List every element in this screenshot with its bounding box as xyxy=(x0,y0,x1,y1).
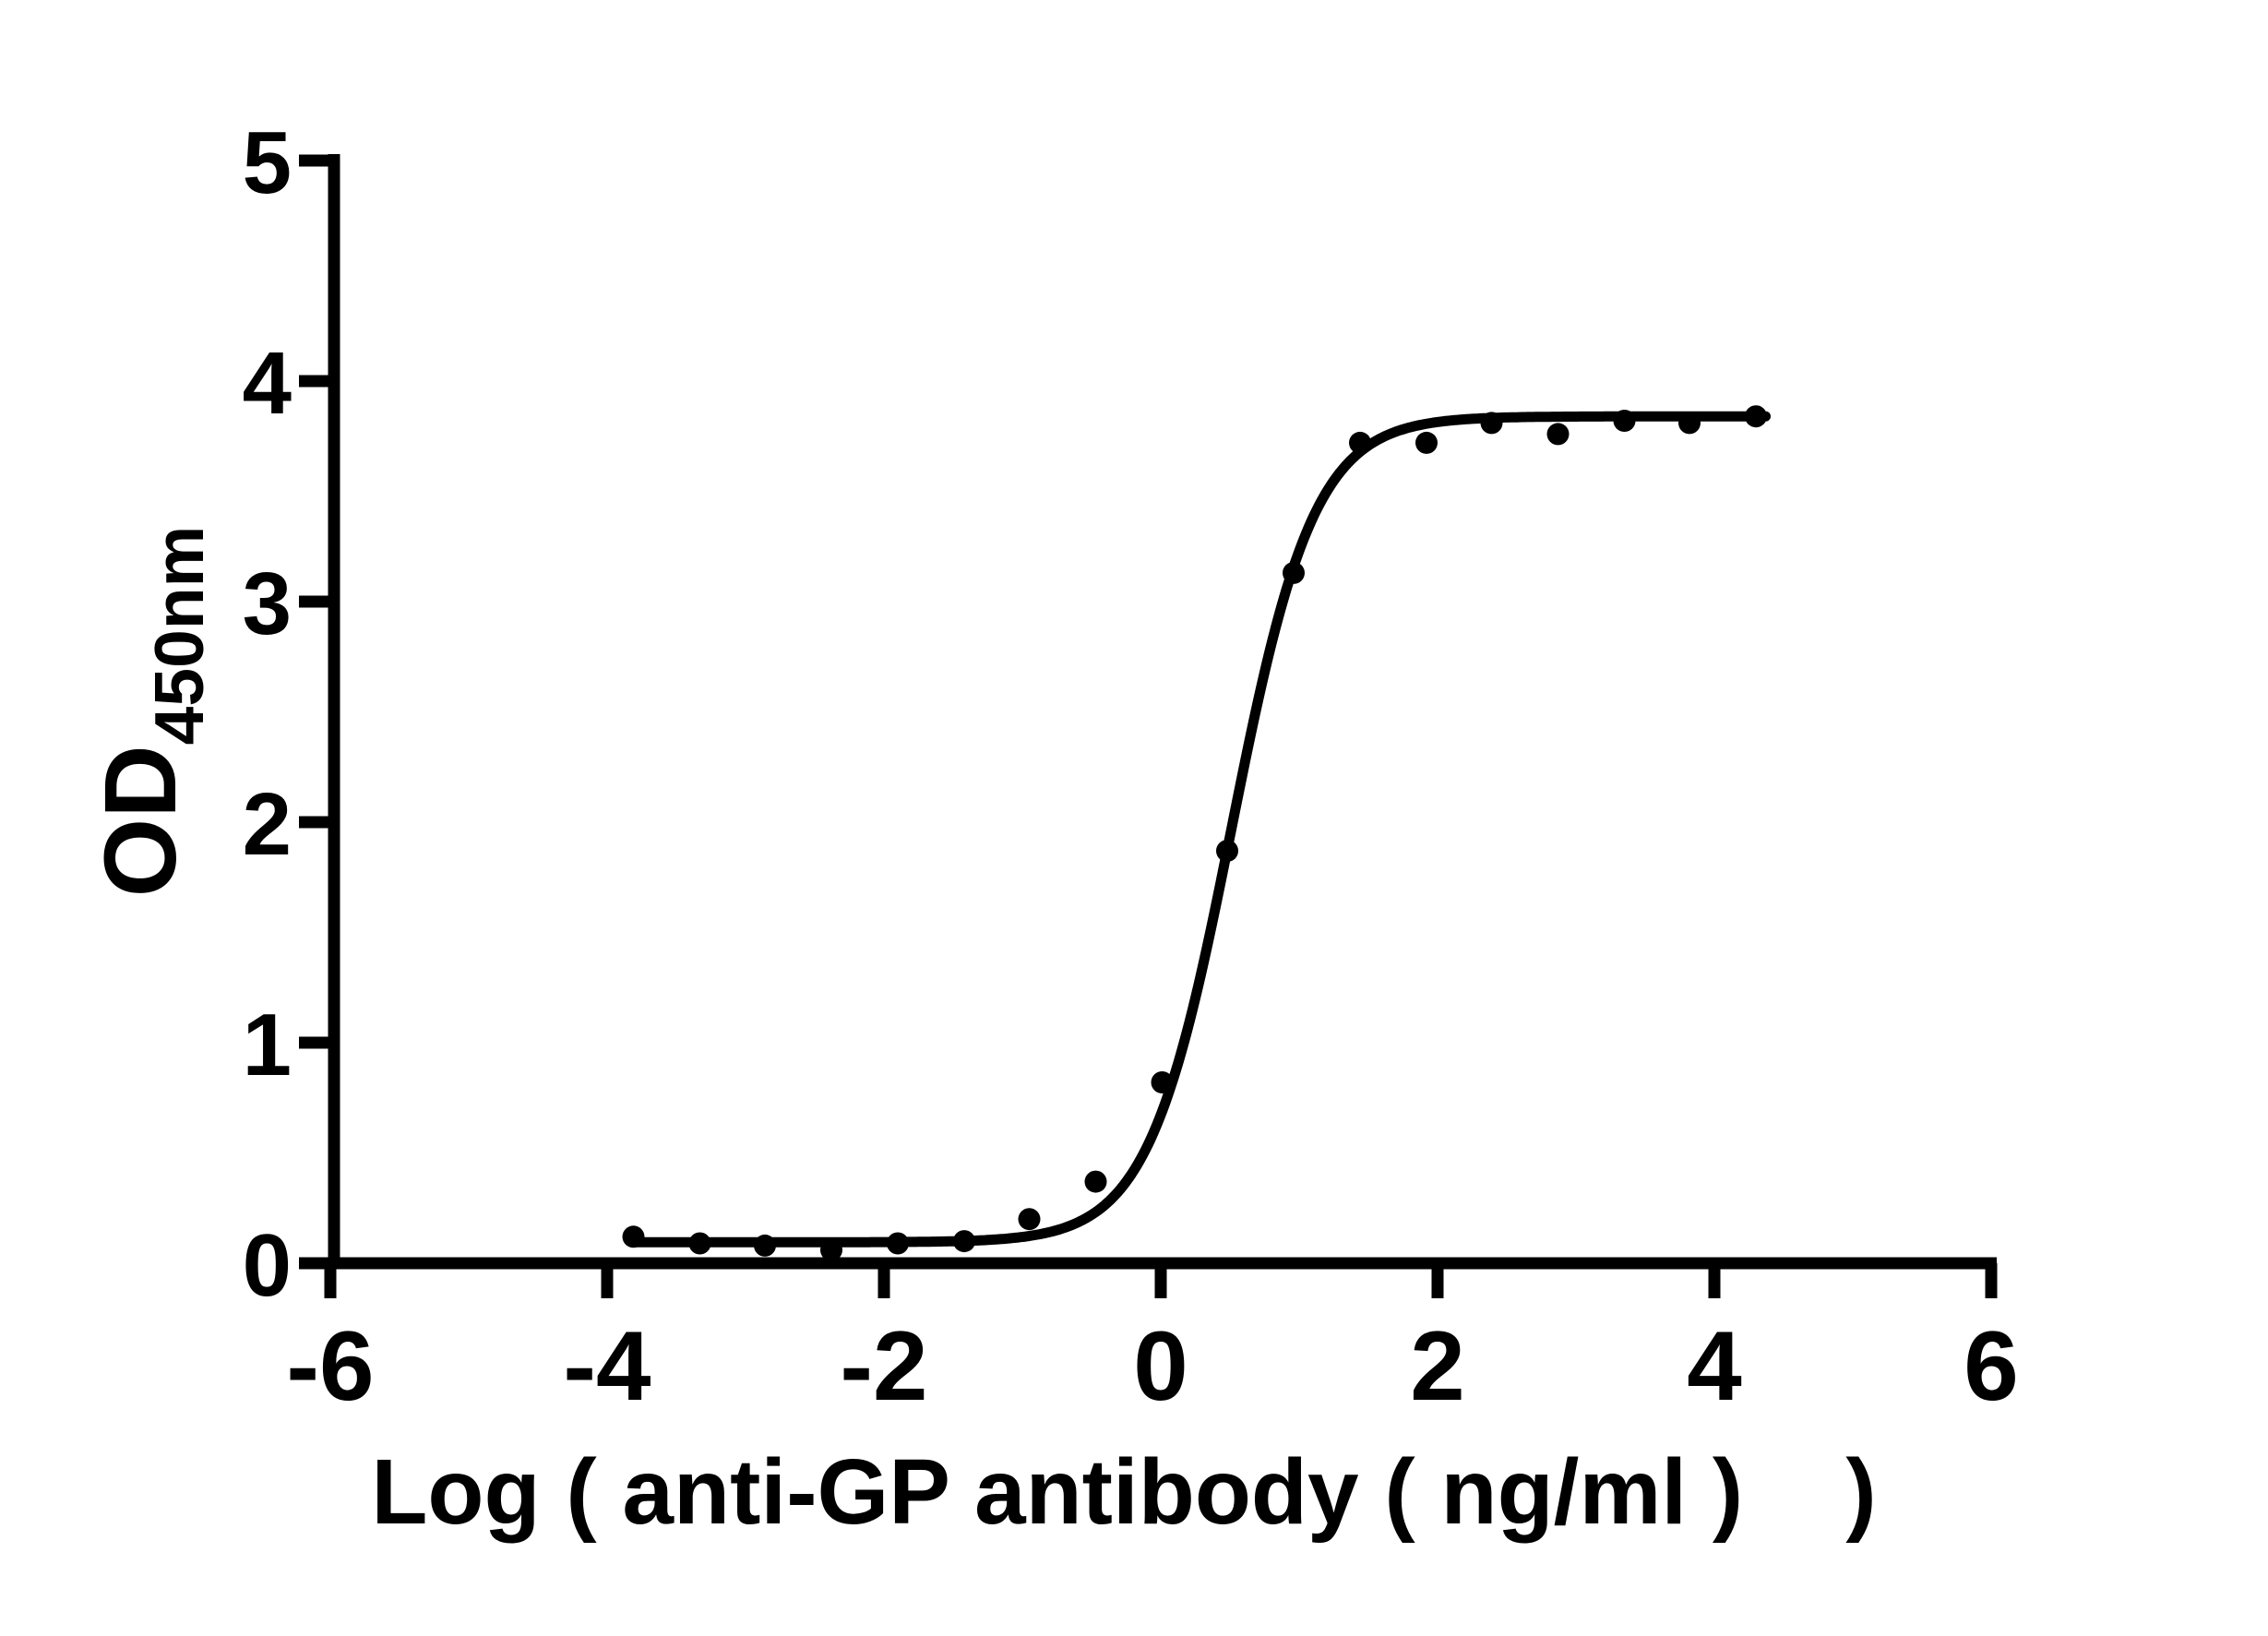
x-tick-label: -4 xyxy=(563,1310,651,1421)
data-point xyxy=(1546,423,1570,446)
y-axis-ticks xyxy=(299,154,334,1270)
data-point xyxy=(1613,410,1636,432)
y-tick-label: 5 xyxy=(243,113,292,212)
y-axis-title: OD450nm xyxy=(84,526,218,898)
data-point xyxy=(1151,1071,1174,1093)
data-point xyxy=(1349,431,1371,454)
x-tick-label: 2 xyxy=(1410,1310,1465,1421)
y-axis-title-subscript: 450nm xyxy=(140,526,218,746)
data-point xyxy=(1745,405,1767,428)
data-point xyxy=(754,1234,776,1257)
data-point xyxy=(1216,840,1238,863)
y-tick-label: 0 xyxy=(243,1216,292,1315)
data-point xyxy=(688,1232,711,1255)
y-tick-label: 1 xyxy=(243,996,292,1094)
x-axis-tick-labels: -6 -4 -2 0 2 4 6 xyxy=(286,1310,2018,1421)
data-point xyxy=(1678,412,1701,435)
y-axis-title-main: OD xyxy=(84,745,197,897)
data-point xyxy=(622,1225,645,1248)
data-point xyxy=(953,1230,975,1253)
x-tick-label: -2 xyxy=(840,1310,927,1421)
data-point xyxy=(1480,412,1503,435)
x-tick-label: 4 xyxy=(1687,1310,1742,1421)
axes: 0 1 2 3 4 5 -6 -4 -2 0 2 4 6 xyxy=(243,113,2019,1421)
x-tick-label: 6 xyxy=(1964,1310,2019,1421)
data-point xyxy=(820,1238,842,1261)
y-axis-title-text: OD450nm xyxy=(84,526,218,898)
x-axis-ticks xyxy=(324,1263,1998,1298)
x-axis-title: Log ( anti-GP antibody ( ng/ml ) ) xyxy=(371,1440,1876,1544)
y-tick-label: 4 xyxy=(243,334,292,433)
data-point xyxy=(1084,1170,1107,1193)
data-point xyxy=(1415,431,1438,454)
data-point xyxy=(1018,1208,1041,1231)
data-point xyxy=(887,1232,909,1255)
y-tick-label: 2 xyxy=(243,775,292,874)
y-tick-label: 3 xyxy=(243,555,292,653)
y-axis-tick-labels: 0 1 2 3 4 5 xyxy=(243,113,292,1315)
x-tick-label: -6 xyxy=(286,1310,374,1421)
x-tick-label: 0 xyxy=(1133,1310,1188,1421)
data-points xyxy=(622,405,1767,1261)
data-point xyxy=(1283,561,1305,584)
fit-curve xyxy=(628,411,1771,1248)
